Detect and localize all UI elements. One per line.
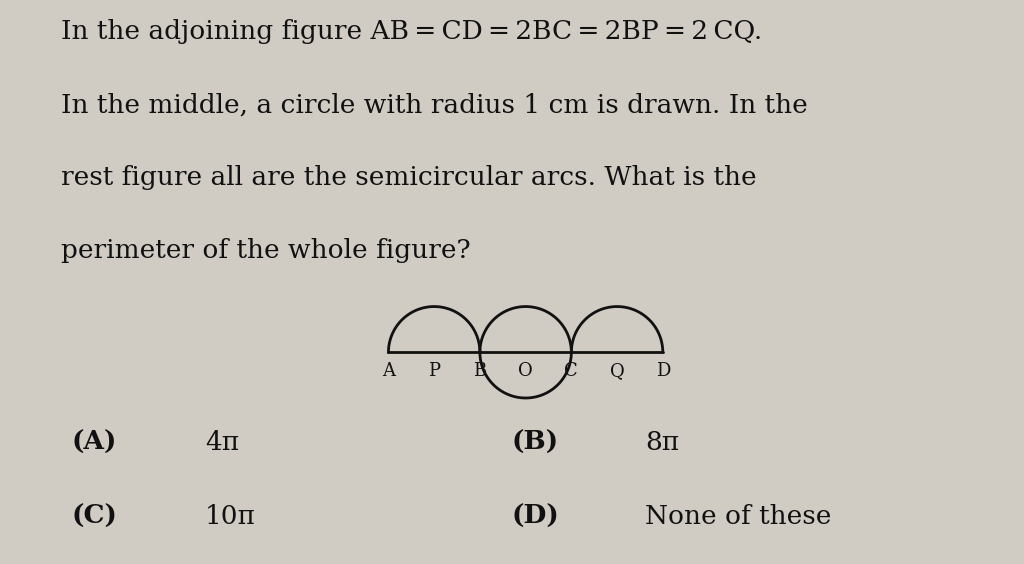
Text: D: D — [655, 362, 670, 380]
Text: In the adjoining figure AB = CD = 2BC = 2BP = 2 CQ.: In the adjoining figure AB = CD = 2BC = … — [61, 19, 763, 44]
Text: 8π: 8π — [645, 430, 679, 455]
Text: (D): (D) — [512, 504, 560, 529]
Text: O: O — [518, 362, 534, 380]
Text: B: B — [473, 362, 486, 380]
Text: In the middle, a circle with radius 1 cm is drawn. In the: In the middle, a circle with radius 1 cm… — [61, 92, 808, 117]
Text: P: P — [428, 362, 440, 380]
Text: (B): (B) — [512, 430, 559, 455]
Text: (A): (A) — [72, 430, 117, 455]
Text: C: C — [564, 362, 579, 380]
Text: 4π: 4π — [205, 430, 239, 455]
Text: perimeter of the whole figure?: perimeter of the whole figure? — [61, 238, 471, 263]
Text: A: A — [382, 362, 395, 380]
Text: 10π: 10π — [205, 504, 256, 529]
Text: (C): (C) — [72, 504, 118, 529]
Text: Q: Q — [609, 362, 625, 380]
Text: None of these: None of these — [645, 504, 831, 529]
Text: rest figure all are the semicircular arcs. What is the: rest figure all are the semicircular arc… — [61, 165, 757, 190]
